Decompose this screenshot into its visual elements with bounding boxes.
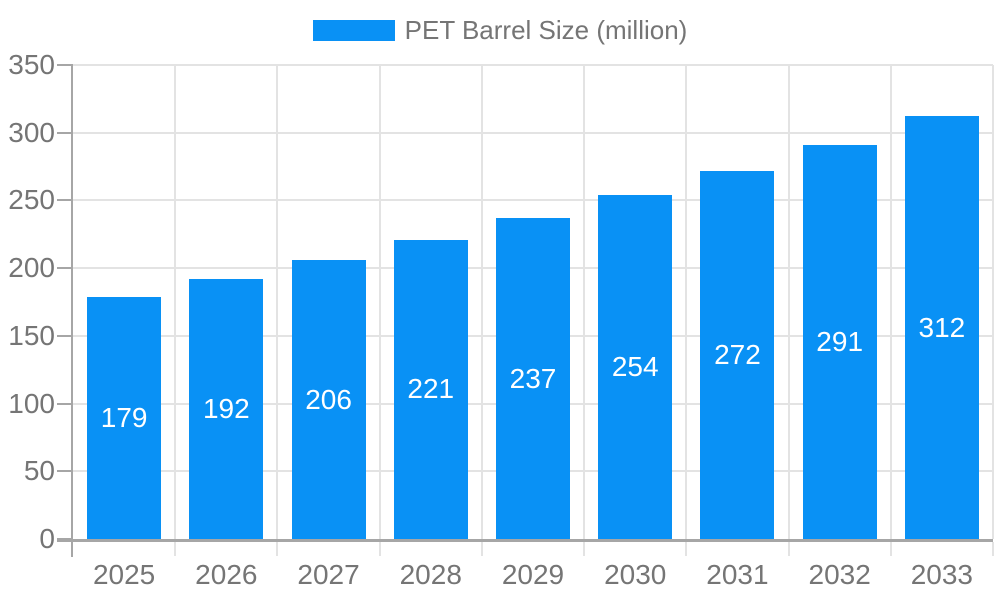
x-axis-tick bbox=[174, 542, 177, 556]
x-axis-tick bbox=[992, 542, 994, 556]
y-axis-tick bbox=[57, 334, 73, 337]
v-gridline bbox=[480, 65, 483, 539]
y-axis-label: 300 bbox=[8, 116, 55, 148]
bar-value-label: 272 bbox=[714, 338, 761, 370]
bar-value-label: 206 bbox=[305, 383, 352, 415]
v-gridline bbox=[378, 65, 381, 539]
bar-value-label: 237 bbox=[509, 362, 557, 394]
h-gridline bbox=[73, 131, 993, 134]
bar bbox=[87, 296, 162, 539]
v-gridline bbox=[174, 65, 177, 539]
v-gridline bbox=[276, 65, 279, 539]
h-gridline bbox=[73, 64, 993, 66]
y-axis-label: 350 bbox=[8, 49, 55, 80]
y-axis-tick bbox=[57, 131, 73, 134]
y-axis-label: 100 bbox=[8, 387, 55, 419]
bar bbox=[496, 218, 570, 539]
y-axis-label: 50 bbox=[23, 455, 55, 487]
v-gridline bbox=[787, 65, 790, 539]
x-axis-label: 2028 bbox=[399, 559, 462, 590]
x-axis-tick bbox=[583, 542, 586, 556]
y-axis-tick bbox=[57, 199, 73, 202]
v-gridline bbox=[583, 65, 586, 539]
bar bbox=[189, 278, 264, 539]
bar bbox=[904, 116, 979, 539]
bar-value-label: 192 bbox=[202, 392, 250, 424]
y-axis-tick bbox=[57, 470, 73, 473]
x-axis-label: 2029 bbox=[501, 559, 565, 590]
v-gridline bbox=[889, 65, 892, 539]
bar-value-label: 312 bbox=[918, 311, 966, 343]
x-axis-label: 2032 bbox=[808, 559, 871, 590]
x-axis-tick bbox=[685, 542, 688, 556]
bar bbox=[598, 195, 673, 539]
y-axis-label: 250 bbox=[8, 184, 55, 216]
v-gridline bbox=[685, 65, 688, 539]
y-axis-label: 200 bbox=[8, 252, 55, 284]
x-axis-tick bbox=[480, 542, 483, 556]
bar-value-label: 291 bbox=[816, 325, 864, 357]
x-axis-tick bbox=[276, 542, 279, 556]
x-axis-label: 2026 bbox=[195, 559, 258, 590]
bar bbox=[393, 239, 468, 539]
legend-label: PET Barrel Size (million) bbox=[404, 15, 688, 45]
h-gridline bbox=[73, 199, 993, 202]
x-axis-label: 2027 bbox=[297, 559, 360, 590]
x-axis-tick bbox=[378, 542, 381, 556]
bar bbox=[802, 144, 877, 539]
legend-swatch bbox=[312, 19, 395, 41]
v-gridline bbox=[992, 65, 994, 539]
x-axis-label: 2033 bbox=[910, 559, 974, 590]
bar-value-label: 221 bbox=[407, 373, 455, 405]
bar-value-label: 179 bbox=[100, 401, 148, 433]
bar bbox=[700, 170, 775, 539]
x-axis-label: 2025 bbox=[92, 559, 156, 590]
bar-value-label: 254 bbox=[611, 351, 659, 382]
x-axis-label: 2030 bbox=[604, 559, 667, 590]
bar bbox=[291, 260, 366, 539]
x-axis-label: 2031 bbox=[706, 559, 769, 590]
x-axis-tick bbox=[787, 542, 790, 556]
y-axis-tick bbox=[57, 64, 73, 66]
y-axis-line bbox=[71, 65, 73, 557]
x-axis-line bbox=[57, 539, 993, 542]
y-axis-tick bbox=[57, 267, 73, 270]
x-axis-tick bbox=[889, 542, 892, 556]
y-axis-label: 150 bbox=[8, 319, 55, 351]
chart-legend[interactable]: PET Barrel Size (million) bbox=[0, 16, 1000, 44]
y-axis-tick bbox=[57, 402, 73, 405]
y-axis-label: 0 bbox=[39, 523, 55, 554]
